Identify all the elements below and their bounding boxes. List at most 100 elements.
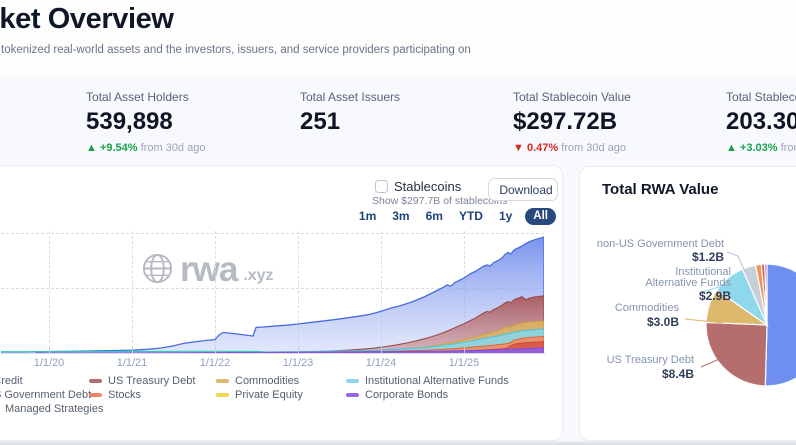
pie-slice-corporate-bonds[interactable] (764, 263, 768, 326)
pie-label-non-us-gov-debt: non-US Government Debt (596, 238, 724, 250)
x-tick (132, 347, 133, 353)
pie-slice-private-credit[interactable] (764, 263, 796, 387)
pie-value-alt-funds: $2.9B (698, 289, 731, 303)
stat-card: Total Stablecoin Value $297.72B ▼ 0.47% f… (513, 90, 631, 154)
x-tick (215, 347, 216, 353)
x-tick-label: 1/1/21 (116, 357, 148, 369)
stat-card: Total Asset Holders 539,898 ▲ +9.54% from… (86, 90, 205, 154)
gridline-vertical (132, 231, 133, 353)
pie-label-commodities: Commodities (614, 302, 679, 314)
stat-label: Total Stablecoin Value (513, 90, 631, 104)
stat-value: 251 (300, 108, 341, 135)
range-button-3m[interactable]: 3m (392, 209, 410, 223)
legend-label: Corporate Bonds (365, 389, 449, 401)
area-private-credit (1, 236, 544, 354)
legend-item-private-equity[interactable]: Private Equity (216, 389, 303, 401)
pie-label-institutional: Institutional (675, 266, 731, 278)
legend-item-us-treasury-debt[interactable]: US Treasury Debt (89, 375, 195, 387)
x-tick (381, 347, 382, 353)
range-button-all[interactable]: All (525, 207, 556, 225)
legend-item-stocks[interactable]: Stocks (89, 389, 141, 401)
stat-label: Total Asset Issuers (300, 90, 401, 104)
legend-label: US Treasury Debt (108, 375, 196, 387)
pie-label-us-treasury: US Treasury Debt (606, 354, 694, 366)
x-tick (298, 347, 299, 353)
watermark-suffix: .xyz (243, 267, 274, 284)
x-tick (49, 347, 50, 353)
pie-slice-us-treasury-debt[interactable] (705, 321, 768, 387)
x-tick-label: 1/1/23 (282, 357, 314, 369)
legend-label: Private Equity (235, 389, 303, 401)
range-button-6m[interactable]: 6m (425, 209, 443, 223)
x-tick-label: 1/1/25 (448, 357, 480, 369)
stat-label: Total Stablecoin Holders (726, 90, 796, 104)
rwa-pie-chart[interactable] (580, 167, 796, 440)
legend-label: Institutional Alternative Funds (365, 375, 509, 387)
pie-connector-lines (684, 251, 746, 368)
x-tick-label: 1/1/24 (365, 357, 397, 369)
download-label: Download (499, 182, 553, 197)
range-button-ytd[interactable]: YTD (458, 209, 483, 223)
page-title: Market Overview (0, 3, 174, 35)
gridline-vertical (215, 231, 216, 353)
next-section-edge (0, 441, 796, 445)
area-stocks (245, 335, 544, 354)
legend-swatch (89, 393, 102, 397)
header-band (0, 0, 796, 76)
legend-swatch (346, 379, 359, 383)
legend-item-corporate-bonds[interactable]: Corporate Bonds (346, 389, 448, 401)
legend-item-non-us-government-debt[interactable]: non-US Government Debt (0, 389, 91, 401)
stat-card: Total Asset Issuers 251 (300, 90, 400, 136)
rwa-value-chart-card: Stablecoins Show $297.7B of stablecoins … (0, 165, 563, 441)
legend-label: Managed Strategies (5, 403, 104, 415)
legend-swatch (89, 379, 102, 383)
range-button-1y[interactable]: 1y (498, 209, 513, 223)
x-tick-label: 1/1/20 (33, 357, 65, 369)
pie-label-alt-funds: Alternative Funds (645, 277, 731, 289)
watermark: rwa .xyz (141, 250, 274, 290)
page-subtitle: tokenized real-world assets and the inve… (1, 44, 471, 56)
time-range-selector: 1m 3m 6m YTD 1y All (356, 207, 556, 225)
legend-swatch (216, 379, 229, 383)
rwa-card-title: Total RWA Value (602, 181, 719, 198)
x-tick (464, 347, 465, 353)
stat-value: 203.30M (726, 108, 796, 135)
total-rwa-value-card: Total RWA Value non-US Government Debt $… (579, 166, 796, 441)
change-down-icon: ▼ 0.47% (513, 142, 559, 154)
change-up-icon: ▲ +3.03% (726, 142, 778, 154)
pie-value-commodities: $3.0B (646, 315, 679, 329)
legend-label: Stocks (108, 389, 142, 401)
x-axis (0, 353, 546, 354)
stacked-area-chart[interactable] (1, 231, 544, 354)
stat-card: Total Stablecoin Holders 203.30M ▲ +3.03%… (726, 90, 796, 154)
legend-item-private-credit[interactable]: Private Credit (0, 375, 23, 387)
download-button[interactable]: Download (488, 178, 558, 201)
pie-value-non-us-gov-debt: $1.2B (691, 250, 724, 264)
legend-swatch (216, 393, 229, 397)
legend-item-institutional-alternative-funds[interactable]: Institutional Alternative Funds (346, 375, 509, 387)
stablecoins-checkbox[interactable] (375, 180, 388, 193)
stat-change: ▲ +3.03% from 30d ago (726, 142, 796, 154)
globe-icon (142, 253, 173, 284)
watermark-text: rwa (180, 250, 238, 290)
stat-change: ▼ 0.47% from 30d ago (513, 142, 627, 154)
legend-item-managed-strategies[interactable]: Managed Strategies (0, 403, 103, 415)
gridline-horizontal (1, 288, 544, 289)
stablecoins-toggle[interactable]: Stablecoins (375, 179, 461, 194)
stat-change: ▲ +9.54% from 30d ago (86, 142, 206, 154)
area-corporate-bonds (35, 347, 544, 354)
gridline-vertical (298, 231, 299, 353)
stat-value: 539,898 (86, 108, 173, 135)
gridline-vertical (381, 231, 382, 353)
range-button-1m[interactable]: 1m (358, 209, 377, 223)
gridline-horizontal (1, 233, 544, 234)
stablecoins-note: Show $297.7B of stablecoins (372, 195, 508, 207)
x-tick-label: 1/1/22 (199, 357, 231, 369)
change-up-icon: ▲ +9.54% (86, 142, 138, 154)
stat-value: $297.72B (513, 108, 618, 135)
legend-item-commodities[interactable]: Commodities (216, 375, 299, 387)
stat-label: Total Asset Holders (86, 90, 189, 104)
legend-label: Commodities (235, 375, 300, 387)
legend-label: Private Credit (0, 375, 23, 387)
